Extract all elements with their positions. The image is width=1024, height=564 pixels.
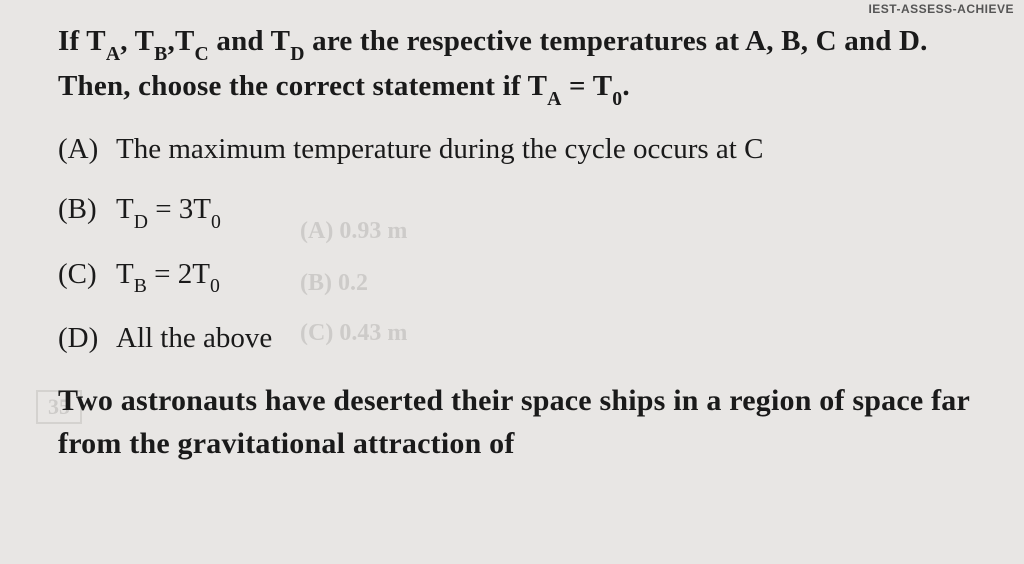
- option-text: TD = 3T0: [116, 189, 994, 233]
- option-text: TB = 2T0: [116, 254, 994, 298]
- subscript: 0: [210, 275, 220, 297]
- option-label: (D): [58, 318, 102, 359]
- opt-part: T: [116, 193, 134, 225]
- subscript: A: [547, 88, 561, 110]
- subscript: D: [290, 43, 304, 65]
- option-c: (C) TB = 2T0: [58, 254, 994, 298]
- option-b: (B) TD = 3T0: [58, 189, 994, 233]
- option-label: (A): [58, 129, 102, 170]
- stem-part: and T: [209, 25, 290, 57]
- stem-part: .: [622, 70, 629, 102]
- question-stem: If TA, TB,TC and TD are the respective t…: [30, 20, 994, 111]
- opt-part: = 2T: [147, 258, 210, 290]
- subscript: B: [154, 43, 167, 65]
- subscript: D: [134, 211, 148, 233]
- opt-part: T: [116, 258, 134, 290]
- next-question-stem: Two astronauts have deserted their space…: [30, 379, 994, 466]
- option-d: (D) All the above: [58, 318, 994, 359]
- option-a: (A) The maximum temperature during the c…: [58, 129, 994, 170]
- subscript: C: [195, 43, 209, 65]
- option-label: (C): [58, 254, 102, 295]
- subscript: A: [106, 43, 120, 65]
- option-label: (B): [58, 189, 102, 230]
- stem-part: If T: [58, 25, 106, 57]
- subscript: 0: [612, 88, 622, 110]
- subscript: 0: [211, 211, 221, 233]
- stem-part: , T: [120, 25, 154, 57]
- subscript: B: [134, 275, 147, 297]
- stem-part: = T: [562, 70, 613, 102]
- options-list: (A) The maximum temperature during the c…: [30, 129, 994, 359]
- corner-header: IEST-ASSESS-ACHIEVE: [868, 2, 1014, 16]
- option-text: All the above: [116, 318, 994, 359]
- opt-part: = 3T: [148, 193, 211, 225]
- option-text: The maximum temperature during the cycle…: [116, 129, 994, 170]
- stem-part: ,T: [168, 25, 195, 57]
